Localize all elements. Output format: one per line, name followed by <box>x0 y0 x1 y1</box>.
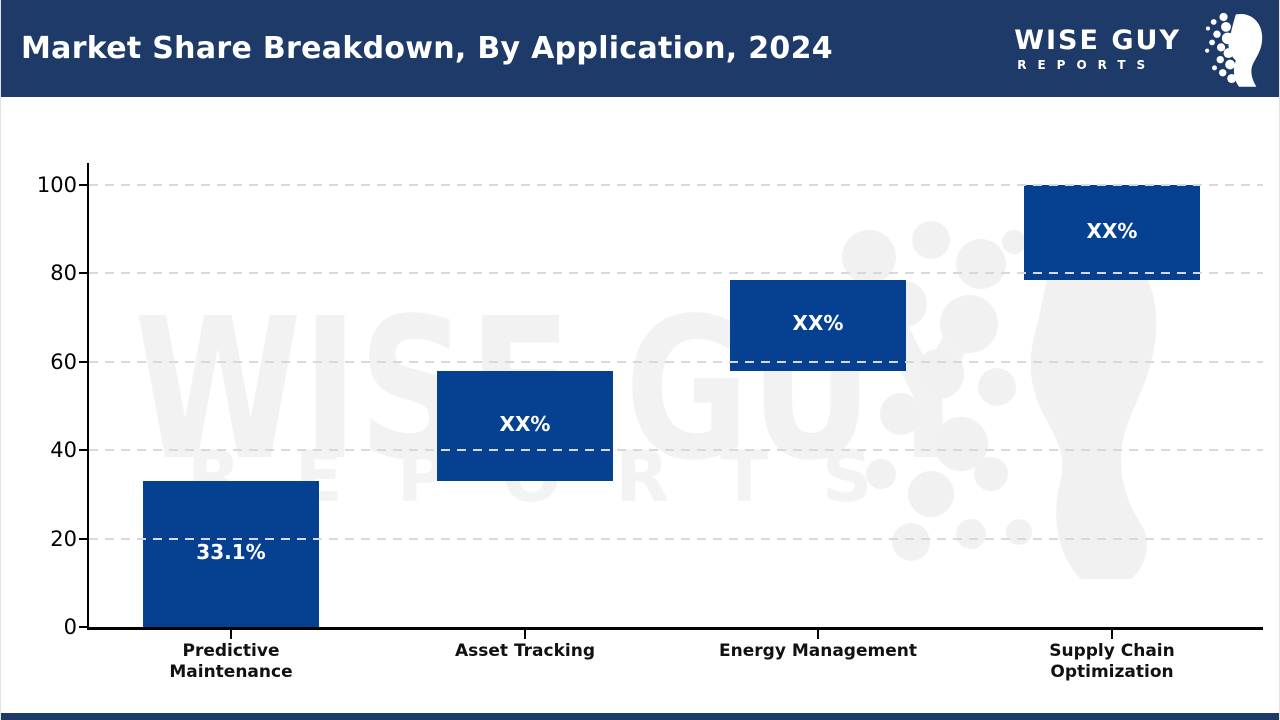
category-label-line: Maintenance <box>169 662 293 682</box>
bar-predictive-maintenance <box>143 480 319 627</box>
category-label-line: Asset Tracking <box>454 641 596 661</box>
header-banner: Market Share Breakdown, By Application, … <box>1 0 1279 97</box>
wiseguy-logo: WISE GUY REPORTS <box>1014 9 1267 89</box>
x-tick-asset-tracking <box>524 630 526 639</box>
page-title: Market Share Breakdown, By Application, … <box>21 31 833 66</box>
y-axis-spine <box>87 163 89 629</box>
logo-line1: WISE GUY <box>1014 25 1181 56</box>
y-tick-label-80: 80 <box>50 261 77 286</box>
category-label-line: Energy Management <box>719 641 917 661</box>
y-tick-100 <box>79 184 88 186</box>
gridline-40 <box>89 449 1263 452</box>
y-tick-label-20: 20 <box>50 526 77 551</box>
wiseguy-logo-text: WISE GUY REPORTS <box>1014 27 1181 71</box>
bar-value-label-energy-management: XX% <box>792 311 844 336</box>
wiseguy-head-icon <box>1205 12 1263 87</box>
bar-value-label-asset-tracking: XX% <box>499 411 551 436</box>
y-tick-label-0: 0 <box>63 615 77 639</box>
y-tick-20 <box>79 537 88 540</box>
y-tick-60 <box>79 360 88 363</box>
category-label-energy-management: Energy Management <box>688 641 948 662</box>
x-axis-spine <box>87 627 1263 630</box>
x-tick-predictive-maintenance <box>230 630 232 639</box>
category-label-supply-chain-optimization: Supply Chain Optimization <box>982 641 1242 683</box>
y-tick-0 <box>79 626 88 628</box>
bar-asset-tracking <box>437 370 613 481</box>
y-tick-label-40: 40 <box>50 438 77 463</box>
y-tick-label-100: 100 <box>36 173 77 197</box>
gridline-20 <box>89 537 1263 540</box>
logo-line2: REPORTS <box>1017 58 1157 72</box>
bar-value-label-supply-chain-optimization: XX% <box>1086 218 1138 243</box>
y-tick-80 <box>79 272 88 275</box>
category-label-line: Optimization <box>1050 662 1174 682</box>
category-label-predictive-maintenance: Predictive Maintenance <box>101 641 361 683</box>
category-label-asset-tracking: Asset Tracking <box>395 641 655 662</box>
gridline-80 <box>89 272 1263 275</box>
category-label-line: Predictive <box>182 641 280 661</box>
gridline-100 <box>89 184 1263 186</box>
x-tick-energy-management <box>817 630 819 639</box>
footer-strip <box>1 713 1279 720</box>
x-tick-supply-chain-optimization <box>1111 630 1113 639</box>
bar-value-label-predictive-maintenance: 33.1% <box>196 539 266 564</box>
y-tick-40 <box>79 449 88 452</box>
y-tick-label-60: 60 <box>50 349 77 374</box>
category-label-line: Supply Chain <box>1049 641 1175 661</box>
gridline-60 <box>89 360 1263 363</box>
